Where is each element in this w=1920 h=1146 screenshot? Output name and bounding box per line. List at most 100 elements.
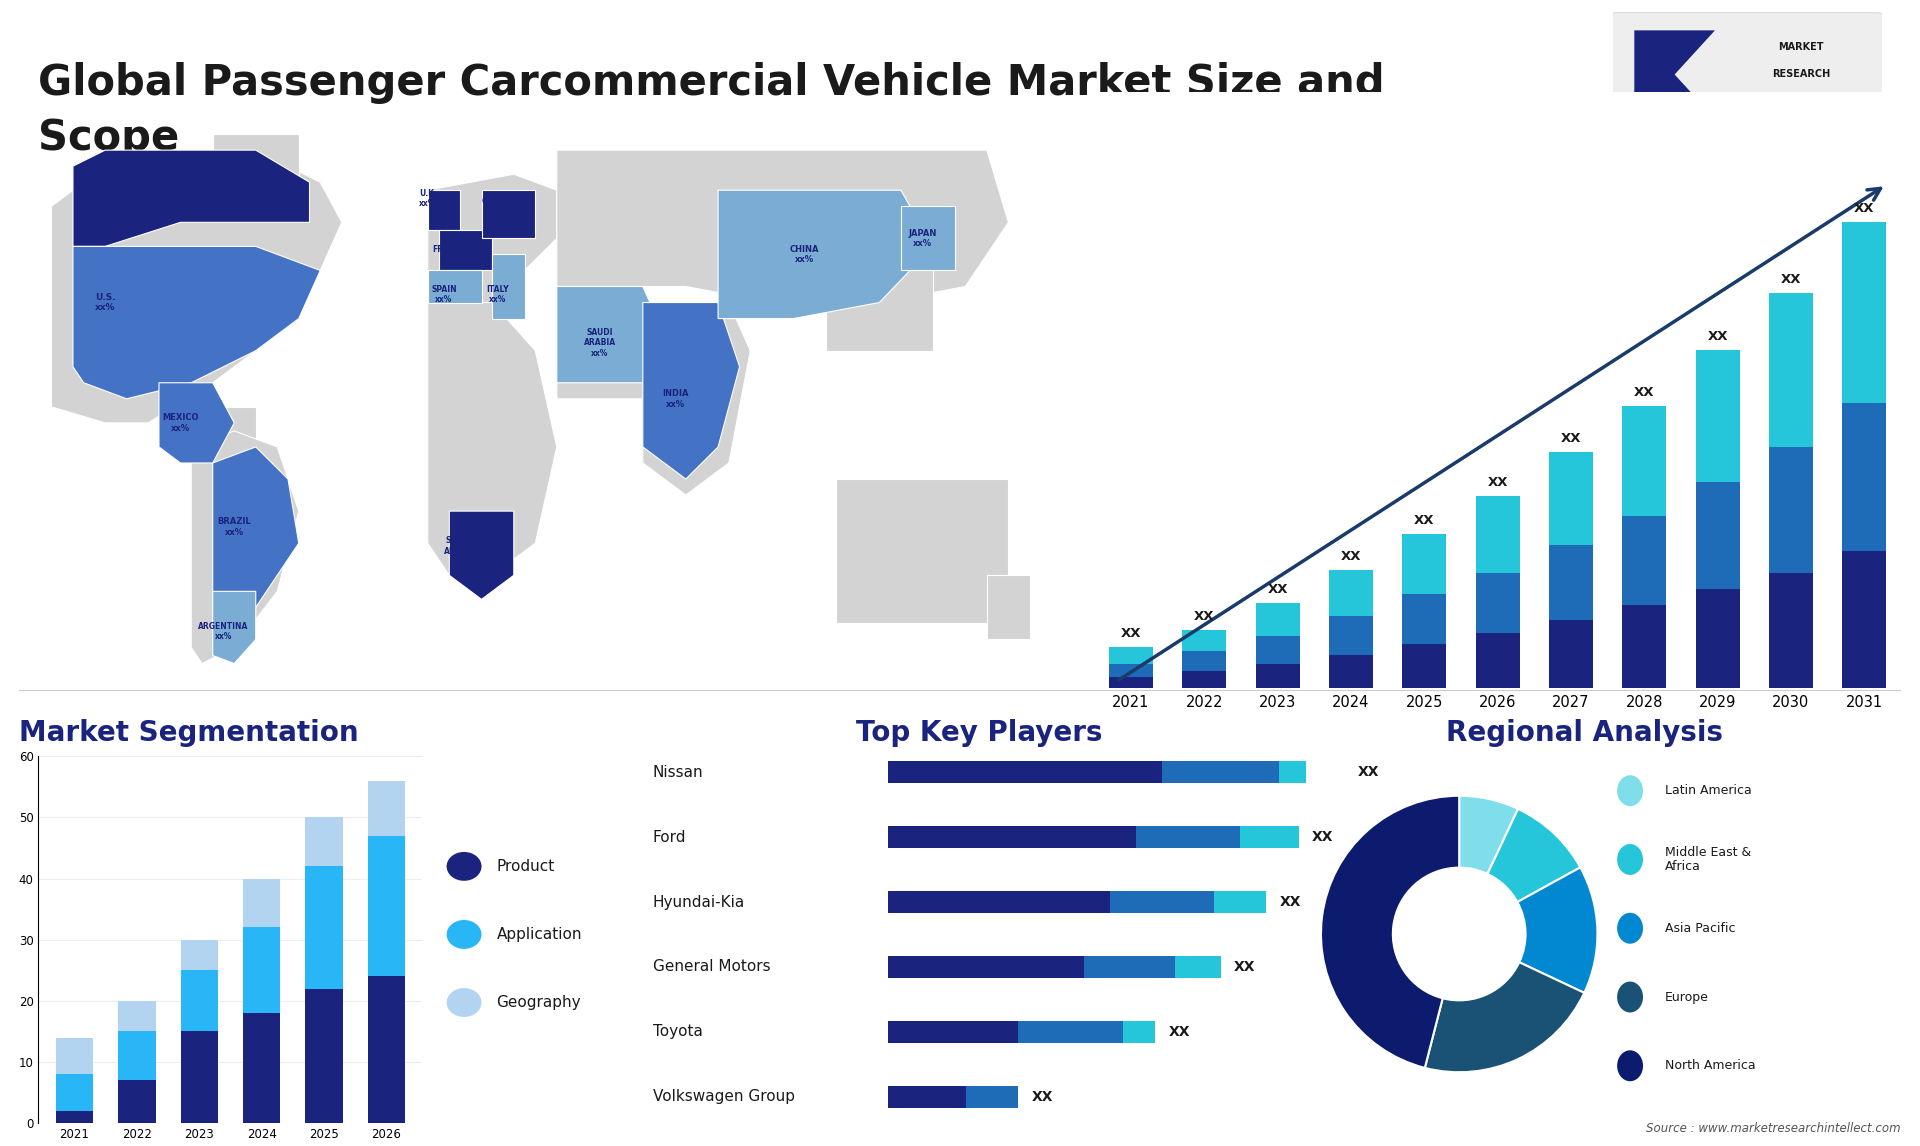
Bar: [1622, 516, 1667, 605]
Bar: [305, 866, 342, 989]
Bar: [1768, 447, 1812, 573]
Bar: [242, 927, 280, 1013]
Text: Hyundai-Kia: Hyundai-Kia: [653, 895, 745, 910]
Polygon shape: [438, 230, 492, 270]
Bar: [56, 1074, 94, 1110]
Bar: [367, 780, 405, 835]
Polygon shape: [428, 270, 482, 303]
Circle shape: [1617, 912, 1644, 944]
Text: ITALY
xx%: ITALY xx%: [486, 285, 509, 304]
Bar: [1137, 826, 1240, 848]
Text: Global Passenger Carcommercial Vehicle Market Size and
Scope: Global Passenger Carcommercial Vehicle M…: [38, 62, 1384, 159]
Bar: [1240, 826, 1300, 848]
Bar: [887, 1086, 966, 1107]
Bar: [1622, 406, 1667, 516]
Circle shape: [1617, 775, 1644, 807]
Bar: [887, 956, 1083, 978]
Polygon shape: [428, 190, 461, 230]
Polygon shape: [213, 407, 255, 463]
Text: SPAIN
xx%: SPAIN xx%: [432, 285, 457, 304]
Text: INDIA
xx%: INDIA xx%: [662, 390, 689, 408]
Bar: [1110, 676, 1154, 688]
Bar: [1476, 633, 1519, 688]
Text: BRAZIL
xx%: BRAZIL xx%: [217, 518, 252, 536]
Bar: [1110, 647, 1154, 664]
Bar: [1183, 629, 1227, 651]
Bar: [1549, 545, 1594, 620]
Circle shape: [1617, 843, 1644, 876]
Wedge shape: [1488, 809, 1580, 902]
Bar: [180, 1031, 219, 1123]
Text: JAPAN
xx%: JAPAN xx%: [908, 229, 937, 248]
Text: XX: XX: [1634, 386, 1655, 399]
Bar: [119, 1031, 156, 1081]
Text: North America: North America: [1665, 1059, 1755, 1073]
Bar: [1256, 664, 1300, 688]
Bar: [887, 761, 1162, 783]
Bar: [1476, 496, 1519, 573]
Text: XX: XX: [1169, 1025, 1190, 1039]
Polygon shape: [159, 383, 234, 463]
Bar: [1183, 672, 1227, 688]
Text: Market Segmentation: Market Segmentation: [19, 720, 359, 747]
Polygon shape: [826, 246, 933, 351]
Text: Source : www.marketresearchintellect.com: Source : www.marketresearchintellect.com: [1645, 1122, 1901, 1136]
Text: Top Key Players: Top Key Players: [856, 720, 1102, 747]
Bar: [1695, 481, 1740, 589]
Bar: [1183, 651, 1227, 672]
Polygon shape: [557, 286, 664, 399]
Text: U.S.
xx%: U.S. xx%: [94, 293, 115, 312]
Circle shape: [447, 988, 482, 1017]
Text: XX: XX: [1279, 895, 1302, 909]
Text: FRANCE
xx%: FRANCE xx%: [432, 245, 467, 264]
Bar: [1841, 551, 1885, 688]
Bar: [56, 1037, 94, 1074]
Bar: [1329, 617, 1373, 654]
Text: Middle East &
Africa: Middle East & Africa: [1665, 846, 1751, 873]
Bar: [1329, 654, 1373, 688]
Text: MEXICO
xx%: MEXICO xx%: [161, 414, 200, 432]
Circle shape: [447, 851, 482, 881]
Bar: [1768, 573, 1812, 688]
Polygon shape: [557, 150, 1008, 303]
Bar: [887, 826, 1137, 848]
Bar: [305, 817, 342, 866]
Text: Toyota: Toyota: [653, 1025, 703, 1039]
Text: CANADA
xx%: CANADA xx%: [148, 160, 192, 180]
Text: XX: XX: [1488, 476, 1507, 489]
Polygon shape: [213, 134, 300, 190]
Text: XX: XX: [1340, 550, 1361, 564]
Text: XX: XX: [1194, 610, 1215, 622]
Text: CHINA
xx%: CHINA xx%: [789, 245, 818, 264]
Polygon shape: [837, 479, 1008, 623]
Text: GERMANY
xx%: GERMANY xx%: [482, 197, 524, 215]
Text: XX: XX: [1561, 432, 1582, 445]
Text: XX: XX: [1855, 202, 1874, 215]
Bar: [1110, 664, 1154, 676]
Wedge shape: [1425, 963, 1584, 1073]
Polygon shape: [492, 254, 524, 319]
Text: MARKET: MARKET: [1778, 41, 1824, 52]
Polygon shape: [718, 190, 933, 319]
Text: XX: XX: [1413, 515, 1434, 527]
Polygon shape: [73, 246, 321, 399]
Bar: [1549, 620, 1594, 688]
Text: INTELLECT: INTELLECT: [1772, 97, 1830, 108]
Wedge shape: [1459, 795, 1519, 874]
Polygon shape: [192, 431, 300, 664]
Polygon shape: [900, 206, 954, 270]
Text: U.K.
xx%: U.K. xx%: [419, 189, 436, 207]
Text: Nissan: Nissan: [653, 764, 703, 779]
Text: SAUDI
ARABIA
xx%: SAUDI ARABIA xx%: [584, 328, 616, 358]
Bar: [887, 1021, 1018, 1043]
Polygon shape: [213, 447, 300, 623]
Wedge shape: [1321, 795, 1459, 1068]
Bar: [56, 1110, 94, 1123]
Polygon shape: [213, 591, 255, 664]
Text: Latin America: Latin America: [1665, 784, 1751, 798]
Polygon shape: [643, 303, 739, 479]
Bar: [1083, 956, 1175, 978]
Bar: [119, 1000, 156, 1031]
Bar: [1402, 644, 1446, 688]
Text: Asia Pacific: Asia Pacific: [1665, 921, 1736, 935]
